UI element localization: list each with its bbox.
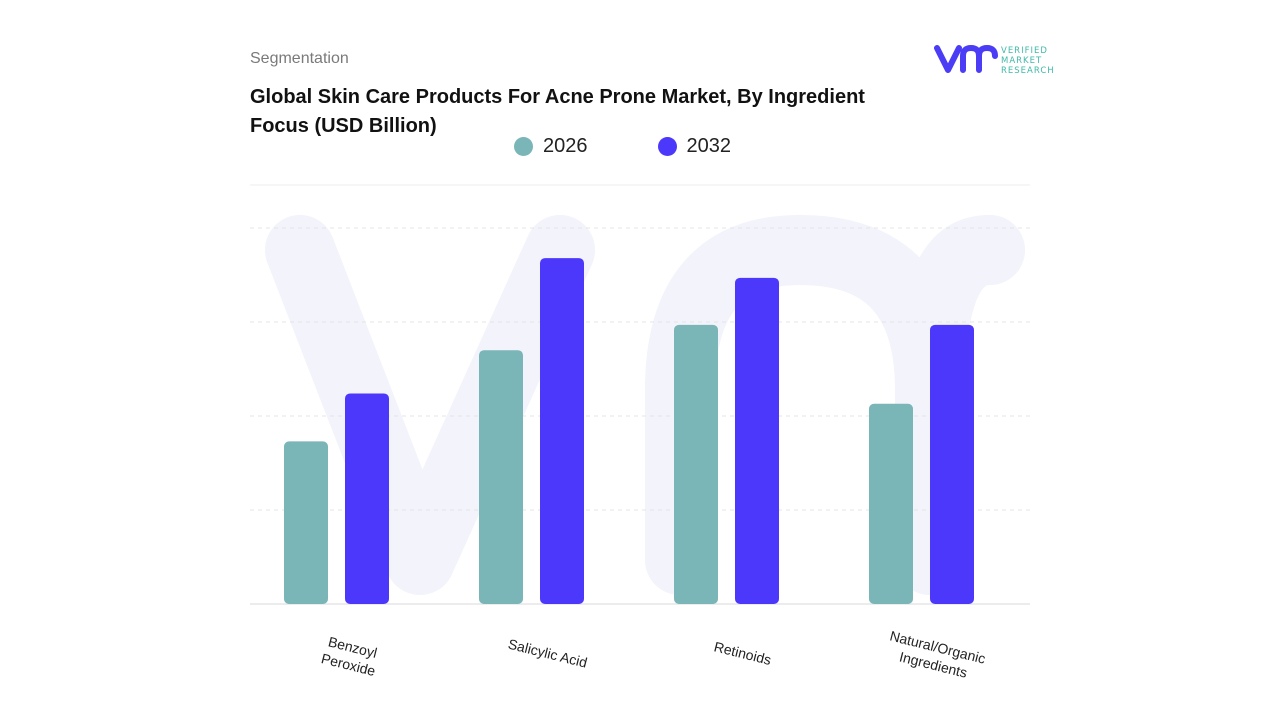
- bar-2026-0[interactable]: [284, 441, 328, 604]
- x-tick-label: BenzoylPeroxide: [320, 633, 382, 679]
- svg-text:MARKET: MARKET: [1001, 56, 1042, 66]
- bar-2032-3[interactable]: [930, 324, 974, 604]
- bar-2032-2[interactable]: [735, 277, 779, 604]
- svg-text:VERIFIED: VERIFIED: [1001, 46, 1048, 56]
- legend-label: 2026: [543, 135, 588, 157]
- legend-item-2032[interactable]: 2032: [657, 135, 732, 158]
- bar-2032-0[interactable]: [345, 393, 389, 604]
- x-tick-label: Salicylic Acid: [507, 636, 589, 671]
- x-tick-label: Retinoids: [712, 638, 773, 668]
- legend-swatch-2026: [514, 137, 533, 156]
- bar-2026-1[interactable]: [479, 350, 523, 604]
- chart-legend: 2026 2032: [514, 135, 731, 158]
- legend-label: 2032: [686, 135, 732, 157]
- chart-title: Global Skin Care Products For Acne Prone…: [250, 86, 865, 137]
- legend-swatch-2032: [657, 137, 677, 156]
- svg-text:RESEARCH: RESEARCH: [1001, 66, 1055, 76]
- segment-label: Segmentation: [250, 50, 349, 67]
- bar-2026-3[interactable]: [869, 403, 913, 604]
- x-tick-label: Natural/OrganicIngredients: [884, 628, 987, 685]
- bar-2032-1[interactable]: [540, 258, 584, 604]
- bar-2026-2[interactable]: [674, 324, 718, 604]
- vmr-logo: VERIFIED MARKET RESEARCH: [934, 42, 1064, 81]
- legend-item-2026[interactable]: 2026: [514, 135, 588, 158]
